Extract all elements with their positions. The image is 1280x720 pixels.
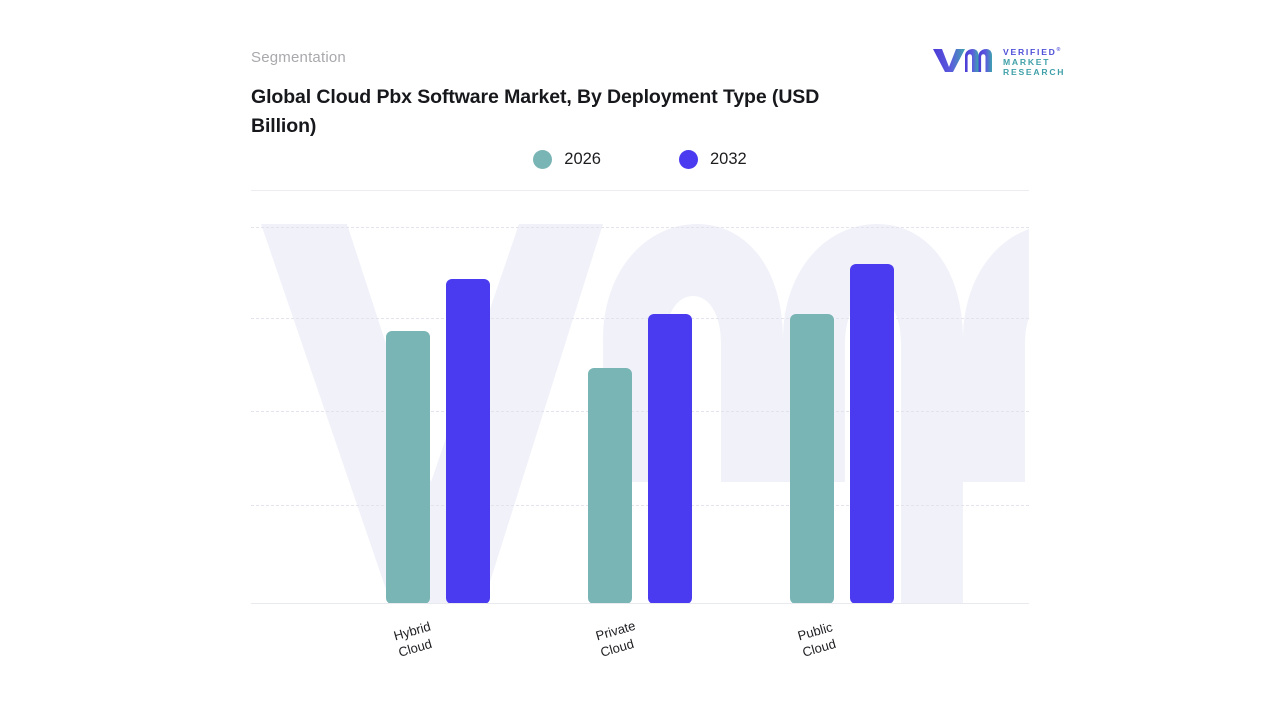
registered-mark-icon: ® xyxy=(1056,47,1063,53)
x-axis-label-hybrid-cloud: Hybrid Cloud xyxy=(392,619,437,661)
gridline xyxy=(251,505,1029,506)
bar-2026-public-cloud[interactable] xyxy=(790,314,834,604)
gridline xyxy=(251,411,1029,412)
gridline xyxy=(251,227,1029,228)
header-divider xyxy=(251,190,1029,191)
x-axis-label-private-cloud: Private Cloud xyxy=(594,618,642,661)
x-axis-baseline xyxy=(251,603,1029,604)
background-watermark xyxy=(261,224,1029,604)
legend-swatch-icon xyxy=(533,150,553,169)
bar-2032-public-cloud[interactable] xyxy=(850,264,894,604)
verified-market-research-logo: VERIFIED® MARKET RESEARCH xyxy=(931,44,1063,78)
chart-legend: 2026 2032 xyxy=(251,150,1029,169)
plot-area xyxy=(251,192,1029,604)
bar-2032-hybrid-cloud[interactable] xyxy=(446,279,490,604)
gridline xyxy=(251,318,1029,319)
bar-2026-private-cloud[interactable] xyxy=(588,368,632,604)
bar-2032-private-cloud[interactable] xyxy=(648,314,692,604)
legend-item-2032[interactable]: 2032 xyxy=(679,150,747,169)
logo-line-2: MARKET xyxy=(1003,57,1051,68)
legend-label: 2032 xyxy=(710,150,747,168)
logo-line-3: RESEARCH xyxy=(1003,67,1066,78)
segmentation-eyebrow: Segmentation xyxy=(251,49,346,66)
page-title: Global Cloud Pbx Software Market, By Dep… xyxy=(251,86,820,137)
logo-wordmark: VERIFIED® MARKET RESEARCH xyxy=(1003,45,1065,77)
logo-line-1: VERIFIED xyxy=(1003,46,1057,57)
legend-item-2026[interactable]: 2026 xyxy=(533,150,601,169)
bar-2026-hybrid-cloud[interactable] xyxy=(386,331,430,604)
legend-swatch-icon xyxy=(679,150,698,169)
vmr-logo-mark-icon xyxy=(933,49,992,72)
legend-label: 2026 xyxy=(564,150,601,168)
x-axis-label-public-cloud: Public Cloud xyxy=(796,619,839,660)
